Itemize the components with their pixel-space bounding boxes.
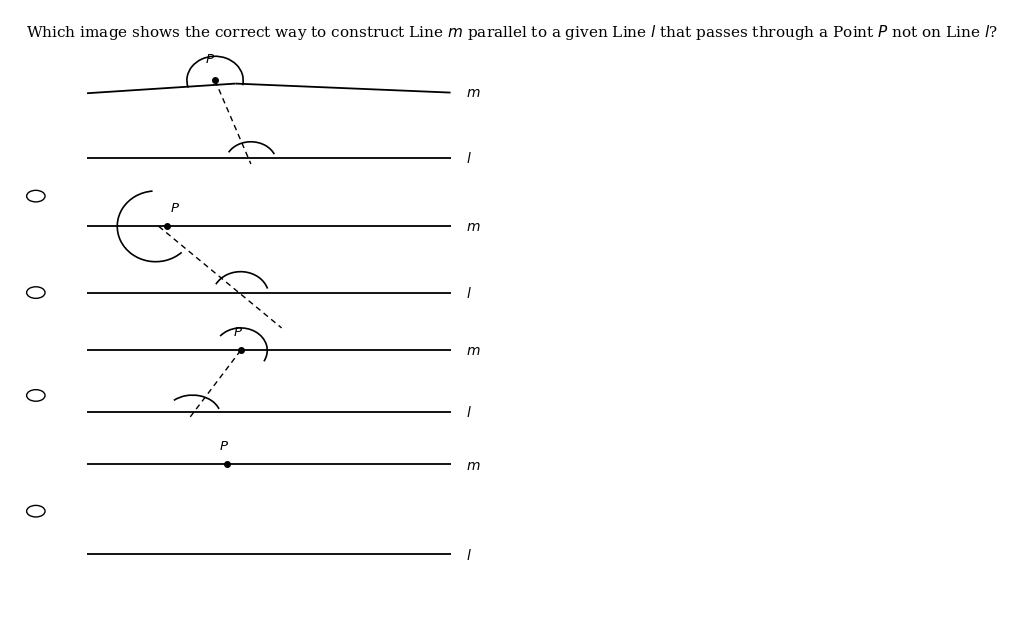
- Text: $P$: $P$: [232, 326, 243, 339]
- Text: $m$: $m$: [466, 458, 480, 473]
- Text: $P$: $P$: [205, 53, 215, 66]
- Text: $P$: $P$: [219, 440, 229, 453]
- Text: $l$: $l$: [466, 548, 472, 563]
- Text: $m$: $m$: [466, 86, 480, 100]
- Text: Which image shows the correct way to construct Line $m$ parallel to a given Line: Which image shows the correct way to con…: [26, 23, 998, 42]
- Text: $l$: $l$: [466, 286, 472, 302]
- Text: $l$: $l$: [466, 151, 472, 167]
- Text: $m$: $m$: [466, 220, 480, 234]
- Text: $P$: $P$: [170, 202, 180, 215]
- Text: $m$: $m$: [466, 344, 480, 358]
- Text: $l$: $l$: [466, 405, 472, 421]
